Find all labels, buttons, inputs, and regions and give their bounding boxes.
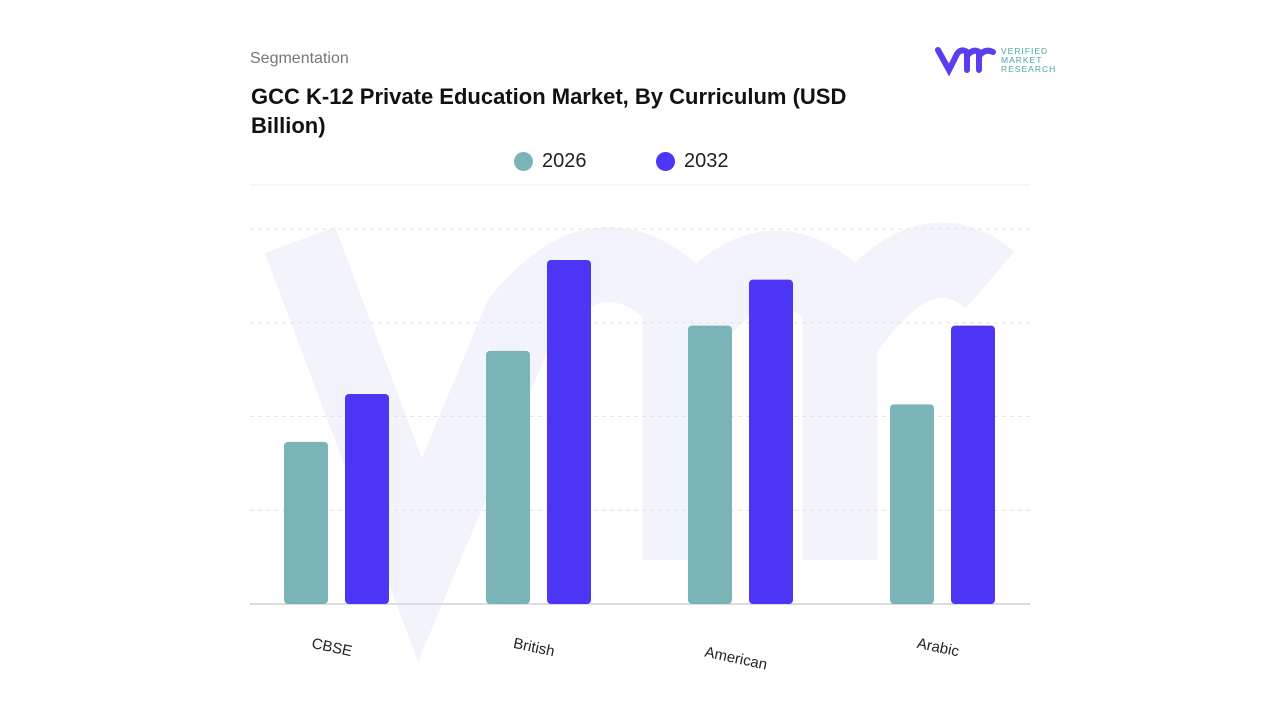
- bar-american-2032: [749, 279, 793, 604]
- bar-british-2032: [547, 259, 591, 604]
- bar-arabic-2026: [890, 404, 934, 604]
- legend-swatch: [514, 152, 533, 171]
- legend-item-2026: 2026: [514, 150, 587, 173]
- legend-label: 2032: [684, 150, 729, 172]
- legend-item-2032: 2032: [656, 150, 729, 173]
- vmr-logo: VERIFIED MARKET RESEARCH: [935, 44, 1060, 81]
- legend-swatch: [656, 152, 675, 171]
- x-tick-label: Arabic: [915, 635, 961, 661]
- x-tick-label: British: [512, 635, 556, 660]
- bar-british-2026: [486, 350, 530, 604]
- chart-title: GCC K-12 Private Education Market, By Cu…: [251, 84, 847, 138]
- bar-cbse-2026: [284, 441, 328, 604]
- legend: 2026 2032: [0, 150, 1280, 174]
- watermark: [264, 222, 1015, 662]
- x-tick-label: American: [703, 644, 769, 674]
- svg-text:RESEARCH: RESEARCH: [1001, 64, 1056, 74]
- bar-cbse-2032: [345, 394, 389, 604]
- bar-arabic-2032: [951, 325, 995, 604]
- legend-label: 2026: [542, 150, 587, 172]
- svg-text:MARKET: MARKET: [1001, 55, 1042, 65]
- segment-label: Segmentation: [250, 50, 349, 67]
- bar-american-2026: [688, 325, 732, 604]
- x-tick-label: CBSE: [310, 635, 354, 660]
- svg-text:VERIFIED: VERIFIED: [1001, 46, 1048, 56]
